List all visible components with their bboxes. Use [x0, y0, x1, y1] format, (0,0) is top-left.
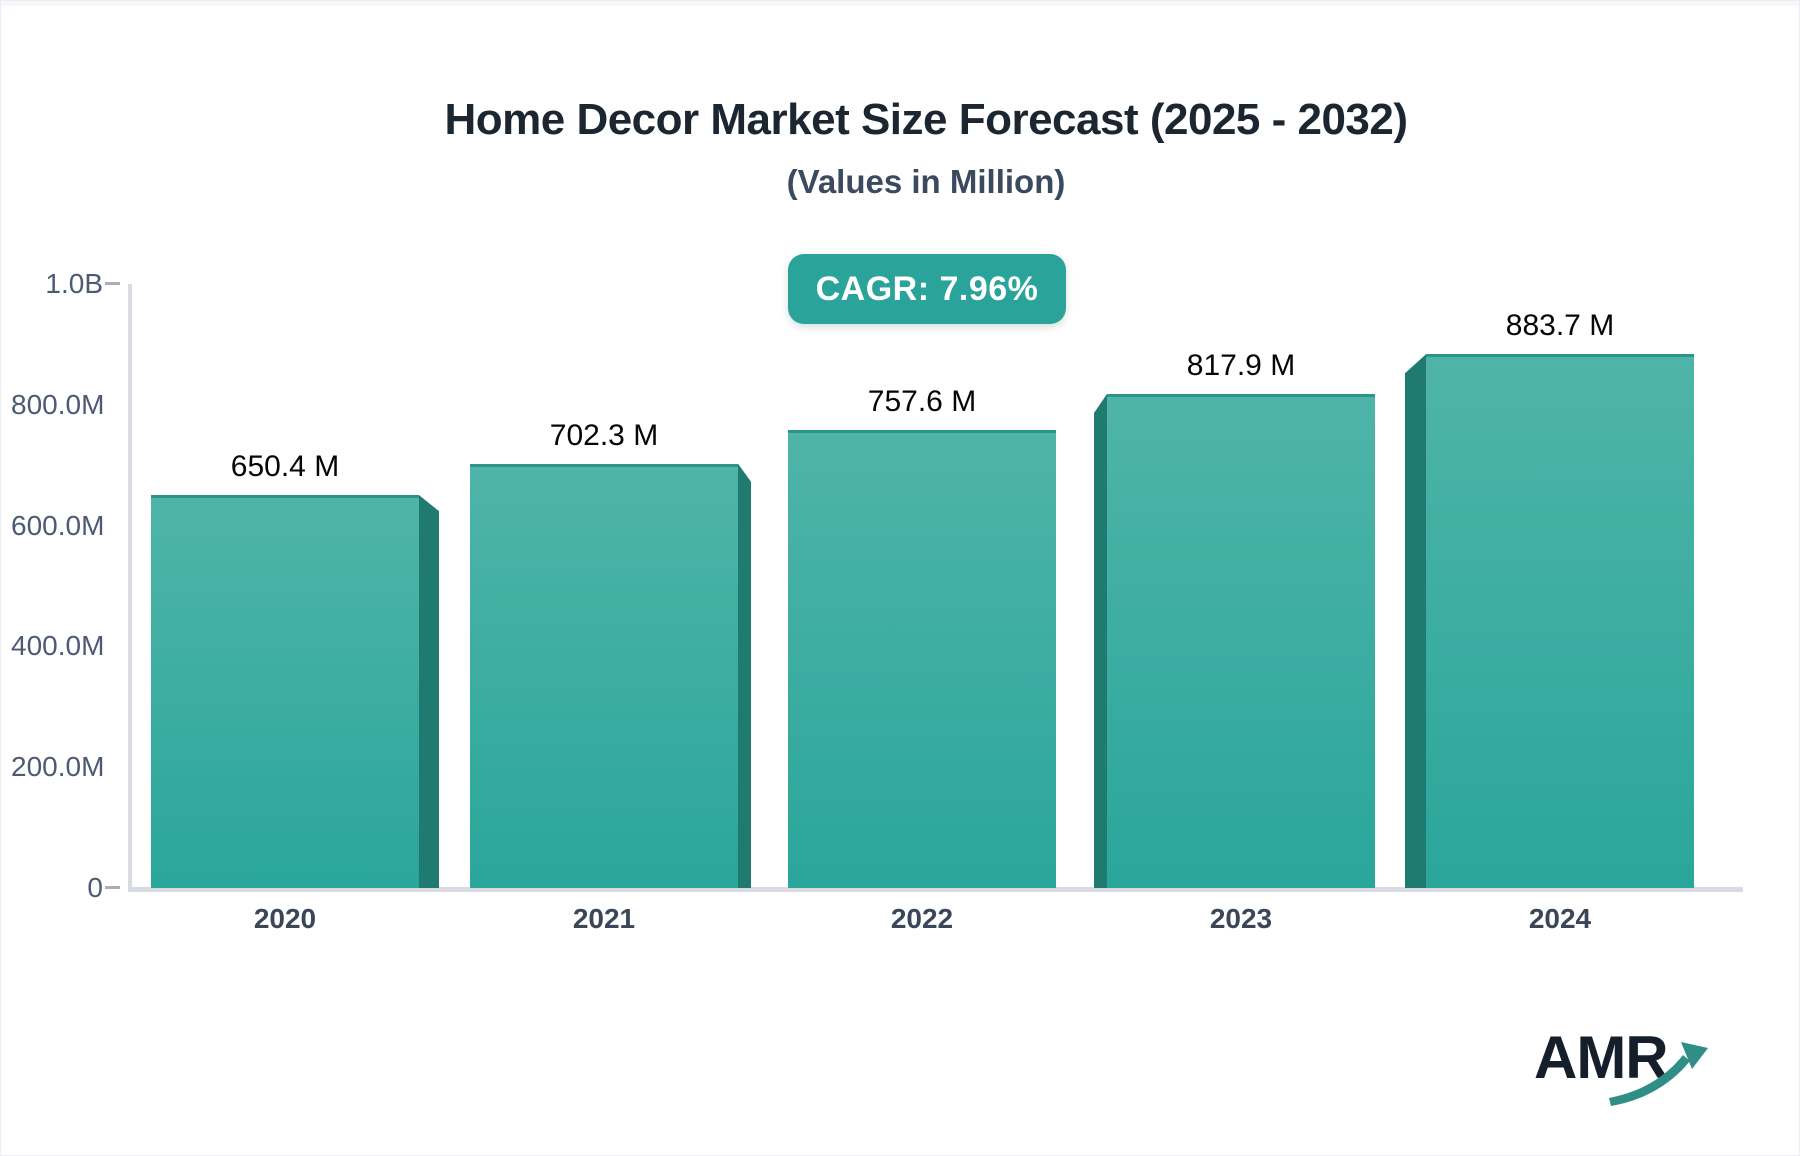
bar-2022: [788, 430, 1056, 888]
bar-2024: [1426, 354, 1694, 888]
bar-2023: [1107, 393, 1375, 888]
y-axis-tick-label: 800.0M: [11, 388, 105, 420]
bar-side-face: [738, 463, 751, 888]
y-axis-line: [128, 284, 132, 892]
bar-2021: [470, 463, 738, 888]
bar-value-label: 883.7 M: [1505, 309, 1615, 343]
bar-2020: [151, 495, 419, 888]
amr-logo: AMR: [1534, 1027, 1734, 1117]
chart-subtitle: (Values in Million): [786, 163, 1066, 200]
x-axis-label-2023: 2023: [1209, 903, 1273, 934]
y-axis-tick-mark: [105, 886, 120, 889]
bar-value-label: 757.6 M: [867, 385, 977, 419]
bar-side-face: [419, 495, 439, 888]
x-axis-label-2022: 2022: [890, 903, 954, 934]
bar-value-label: 702.3 M: [549, 418, 659, 452]
y-axis-tick-mark: [105, 282, 120, 285]
y-axis-tick-label: 600.0M: [11, 509, 105, 541]
y-axis-tick-label: 1.0B: [45, 268, 103, 299]
y-axis-tick-label: 0: [87, 872, 103, 903]
cagr-badge-label: CAGR: 7.96%: [815, 269, 1039, 308]
y-axis-tick-label: 400.0M: [11, 630, 105, 662]
x-axis-label-2024: 2024: [1528, 903, 1592, 934]
y-axis-tick-label: 200.0M: [11, 751, 105, 783]
x-axis-label-2021: 2021: [572, 903, 636, 934]
cagr-badge: CAGR: 7.96%: [788, 254, 1066, 324]
chart-title: Home Decor Market Size Forecast (2025 - …: [444, 95, 1408, 144]
bar-value-label: 817.9 M: [1186, 348, 1296, 382]
amr-logo-text: AMR: [1534, 1024, 1669, 1091]
x-axis-label-2020: 2020: [253, 903, 317, 934]
bar-side-face: [1405, 354, 1426, 888]
bar-side-face: [1094, 393, 1107, 888]
x-axis-line: [128, 887, 1743, 892]
growth-arrow-icon: [1609, 1042, 1708, 1106]
bar-value-label: 650.4 M: [230, 450, 340, 484]
top-edge-strip: [1, 1, 1799, 6]
